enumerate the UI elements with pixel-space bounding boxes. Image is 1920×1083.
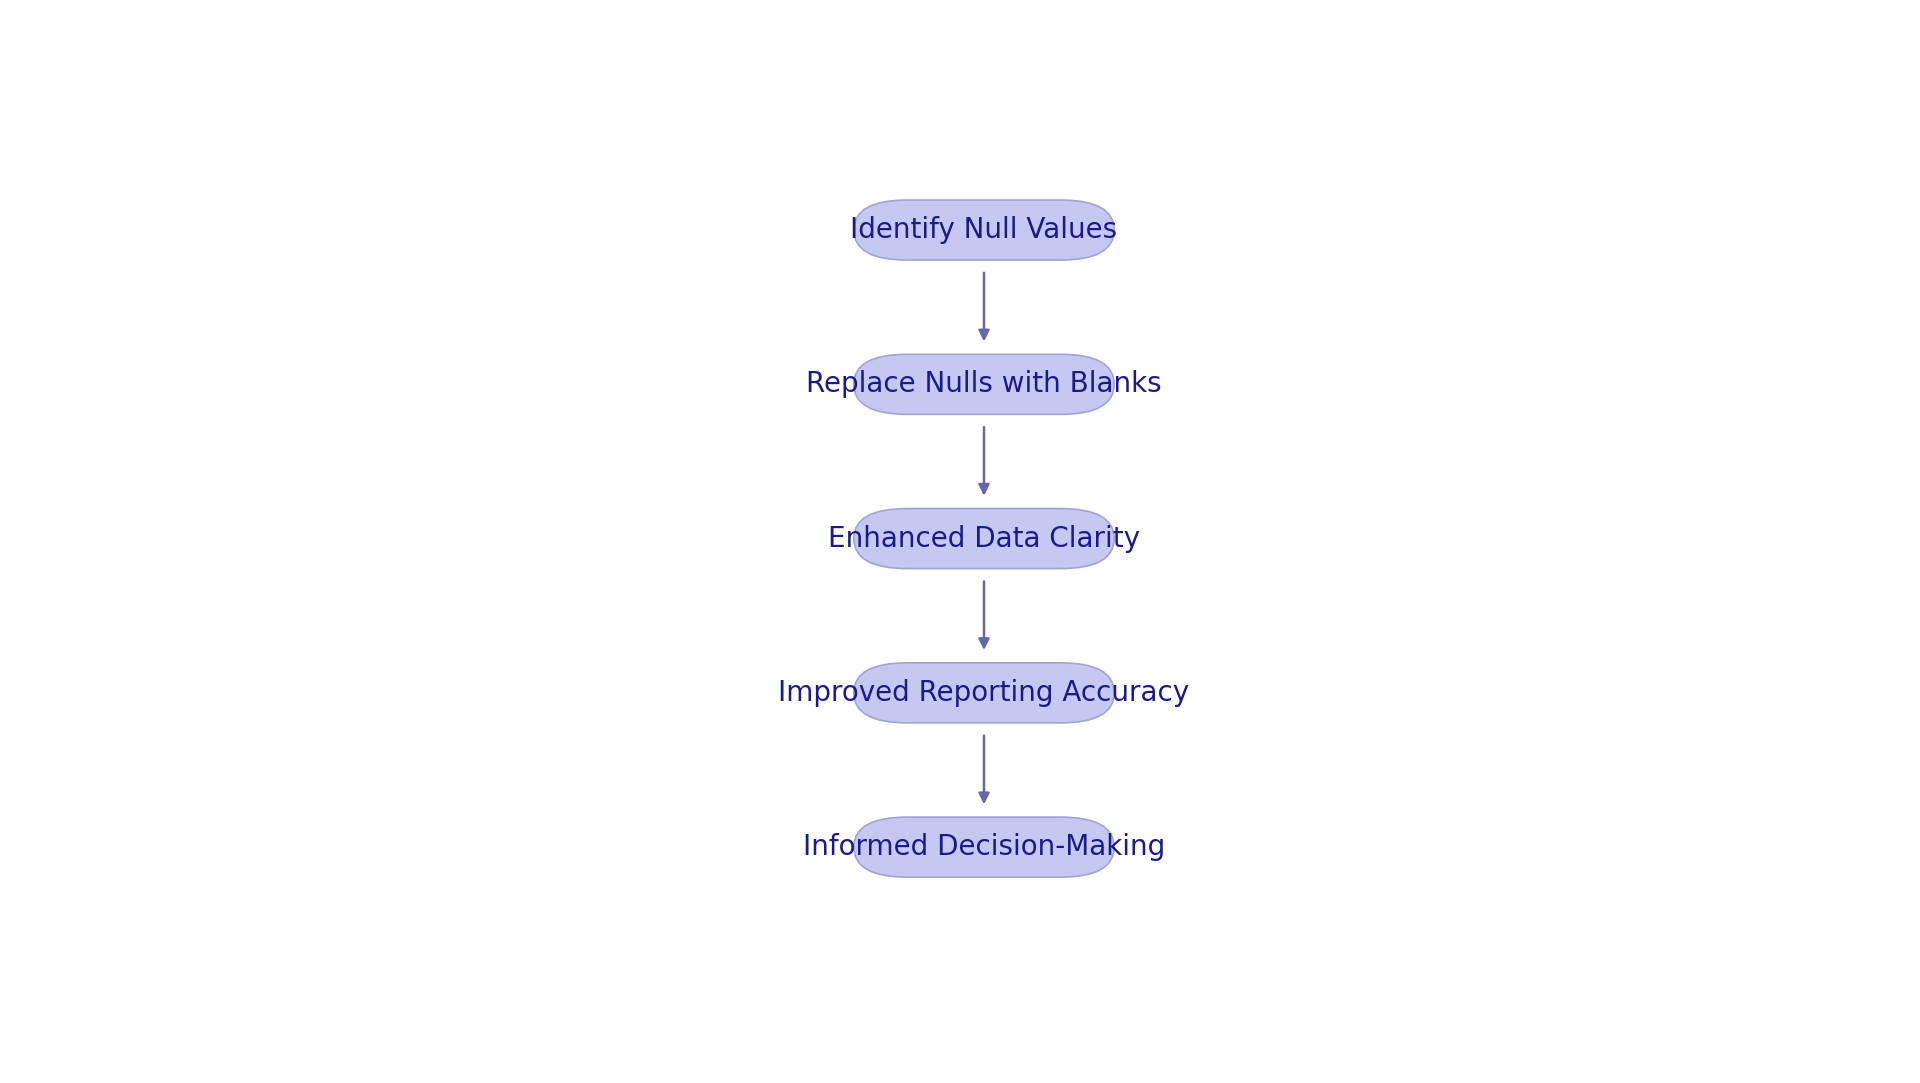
Text: Replace Nulls with Blanks: Replace Nulls with Blanks — [806, 370, 1162, 399]
FancyBboxPatch shape — [854, 663, 1114, 722]
FancyBboxPatch shape — [854, 354, 1114, 415]
Text: Identify Null Values: Identify Null Values — [851, 216, 1117, 244]
FancyBboxPatch shape — [854, 509, 1114, 569]
Text: Improved Reporting Accuracy: Improved Reporting Accuracy — [778, 679, 1190, 707]
FancyBboxPatch shape — [854, 200, 1114, 260]
Text: Enhanced Data Clarity: Enhanced Data Clarity — [828, 524, 1140, 552]
Text: Informed Decision-Making: Informed Decision-Making — [803, 833, 1165, 861]
FancyBboxPatch shape — [854, 817, 1114, 877]
